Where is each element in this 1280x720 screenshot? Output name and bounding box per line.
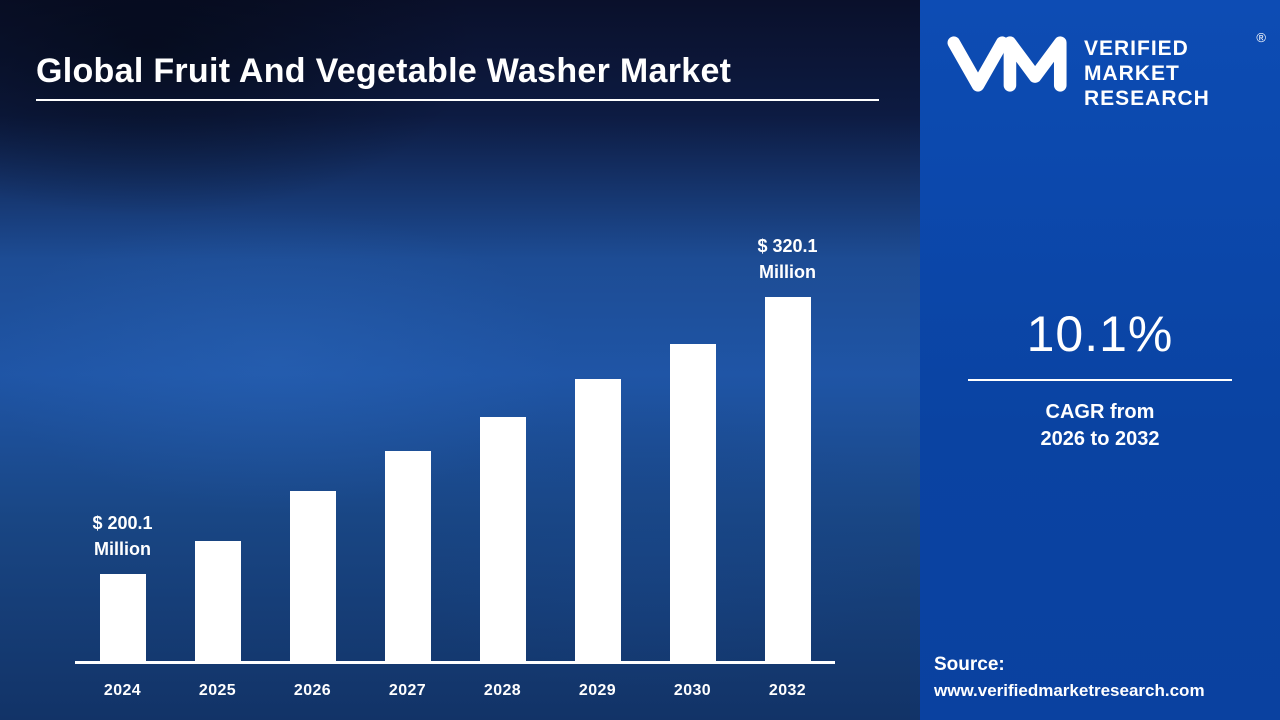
brand-name: VERIFIED MARKET RESEARCH: [1084, 34, 1210, 111]
registered-trademark-icon: ®: [1256, 30, 1266, 45]
bar-value-label: $ 200.1 Million: [92, 513, 153, 559]
bar: [764, 297, 811, 664]
bar: [384, 451, 431, 664]
x-axis-line: [75, 661, 835, 664]
bar-column: 2029: [550, 228, 645, 702]
x-tick-label: 2029: [578, 682, 617, 699]
bar-column: $ 320.1 Million 2032: [740, 228, 835, 702]
x-tick-label: 2026: [293, 682, 332, 699]
x-tick-label: 2028: [483, 682, 522, 699]
brand-line: MARKET: [1084, 62, 1180, 85]
x-tick-label: 2032: [768, 682, 807, 699]
x-tick-label: 2027: [388, 682, 427, 699]
bar-column: $ 200.1 Million 2024: [75, 228, 170, 702]
source-attribution: Source: www.verifiedmarketresearch.com: [934, 652, 1272, 704]
bar: [479, 417, 526, 664]
stat-divider: [968, 379, 1232, 381]
bar-column: 2030: [645, 228, 740, 702]
info-panel: VERIFIED MARKET RESEARCH ® 10.1% CAGR fr…: [920, 0, 1280, 720]
vmr-monogram-icon: [947, 36, 1067, 92]
cagr-value: 10.1%: [1026, 306, 1174, 362]
bar-chart: $ 200.1 Million 2024 2025 2026 2027 2028 2029 20…: [75, 228, 835, 702]
x-tick-label: 2024: [103, 682, 142, 699]
title-underline: [36, 99, 879, 101]
cagr-stat: 10.1% CAGR from 2026 to 2032: [950, 305, 1250, 453]
chart-section: Global Fruit And Vegetable Washer Market…: [0, 0, 920, 720]
page-title: Global Fruit And Vegetable Washer Market: [36, 52, 732, 90]
brand-line: RESEARCH: [1084, 87, 1210, 110]
brand-logo: VERIFIED MARKET RESEARCH ®: [944, 30, 1266, 111]
bar-column: 2027: [360, 228, 455, 702]
bar-column: 2026: [265, 228, 360, 702]
bar-column: 2025: [170, 228, 265, 702]
x-tick-label: 2030: [673, 682, 712, 699]
bar-value-label: $ 320.1 Million: [757, 236, 818, 282]
bar: [574, 379, 621, 664]
source-url[interactable]: www.verifiedmarketresearch.com: [934, 681, 1205, 700]
brand-line: VERIFIED: [1084, 37, 1189, 60]
bar: [194, 541, 241, 664]
bar: [99, 574, 146, 664]
x-tick-label: 2025: [198, 682, 237, 699]
bar-column: 2028: [455, 228, 550, 702]
bar: [669, 344, 716, 664]
bar: [289, 491, 336, 664]
source-label: Source:: [934, 654, 1005, 675]
cagr-caption: CAGR from 2026 to 2032: [1040, 401, 1160, 450]
